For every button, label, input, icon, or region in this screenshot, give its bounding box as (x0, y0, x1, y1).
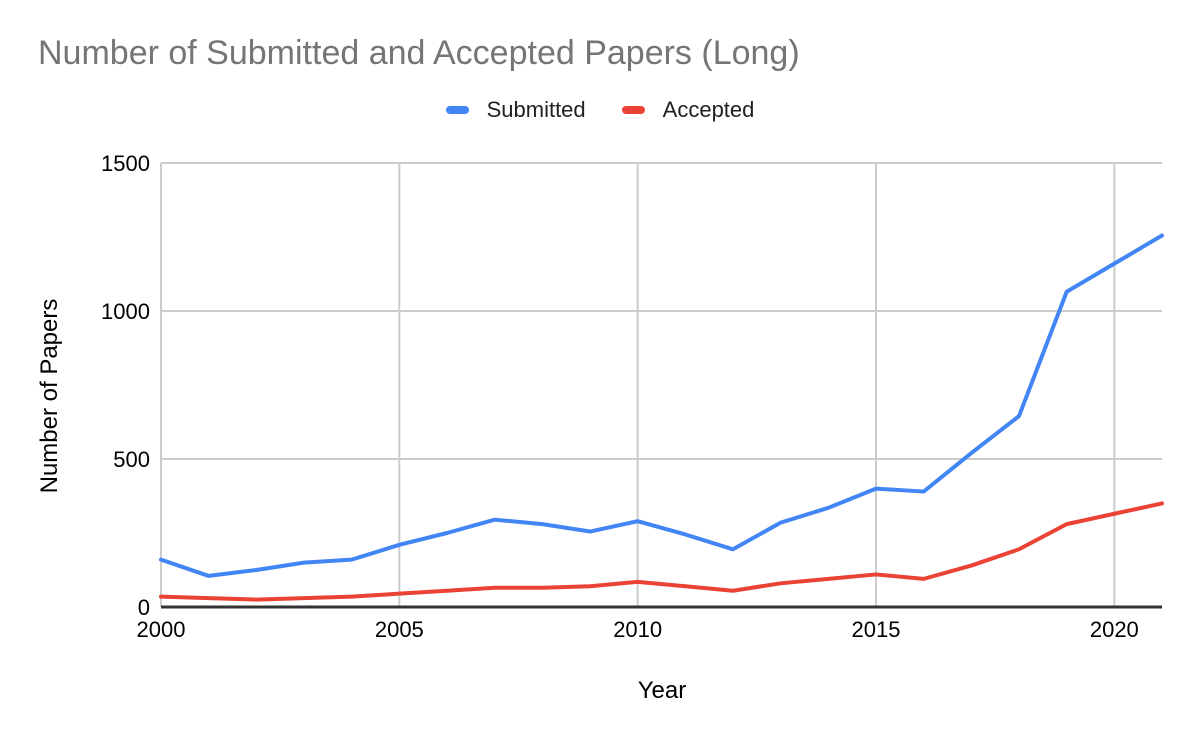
submitted-line (159, 233, 1164, 578)
legend-swatch-submitted (445, 106, 469, 114)
x-axis-title: Year (637, 677, 687, 704)
y-tick-label: 500 (113, 447, 150, 472)
legend-item-submitted: Submitted (445, 97, 586, 123)
x-tick-label: 2000 (137, 617, 186, 642)
legend-label-submitted: Submitted (486, 97, 586, 122)
y-tick-label: 0 (138, 595, 150, 620)
y-tick-label: 1500 (101, 151, 150, 176)
x-tick-label: 2005 (375, 617, 424, 642)
y-tick-label: 1000 (101, 299, 150, 324)
legend-label-accepted: Accepted (662, 97, 755, 122)
legend-swatch-accepted (621, 106, 645, 114)
accepted-line (159, 501, 1164, 602)
x-tick-label: 2010 (613, 617, 662, 642)
legend: Submitted Accepted (0, 97, 1200, 123)
legend-item-accepted: Accepted (621, 97, 755, 123)
chart-title: Number of Submitted and Accepted Papers … (38, 34, 800, 72)
x-tick-label: 2020 (1090, 617, 1139, 642)
x-tick-label: 2015 (852, 617, 901, 642)
